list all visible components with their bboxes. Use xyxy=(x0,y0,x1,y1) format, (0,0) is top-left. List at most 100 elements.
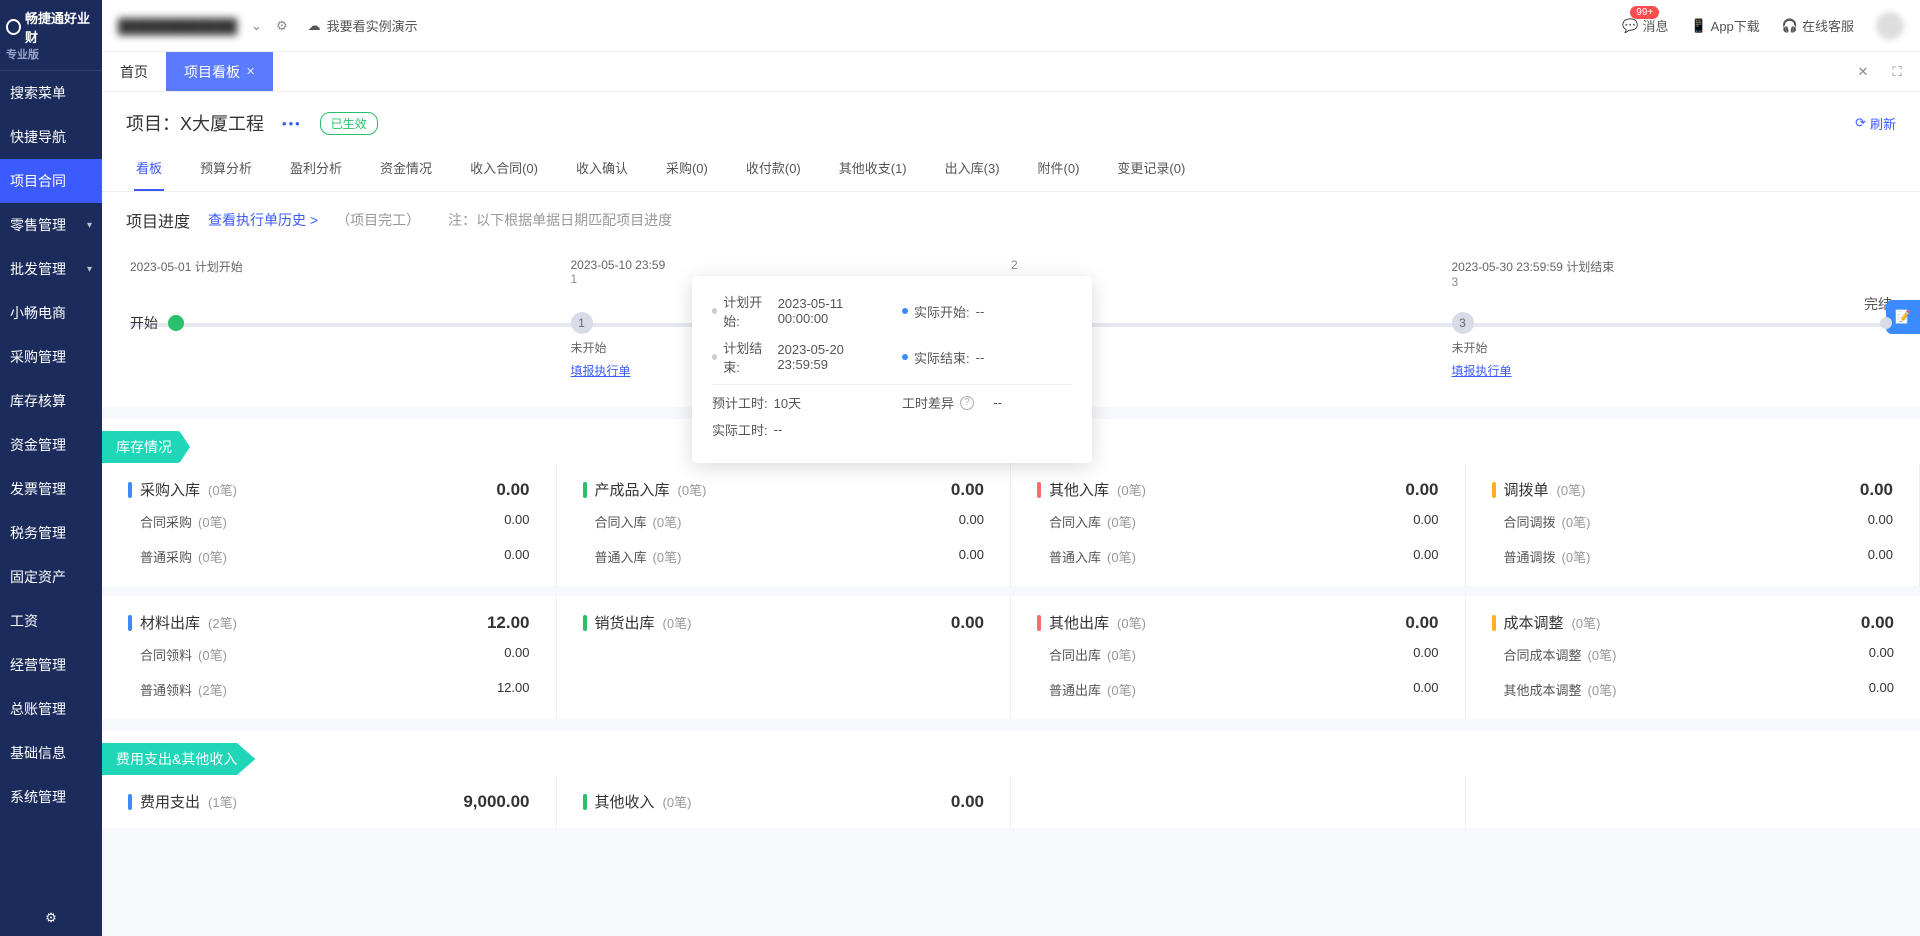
subtab-7[interactable]: 收付款(0) xyxy=(744,146,803,191)
inventory-header[interactable]: 材料出库 (2笔) 12.00 xyxy=(128,608,530,637)
chevron-down-icon: ▾ xyxy=(87,264,92,275)
inventory-sub-row[interactable]: 普通出库 (0笔) 0.00 xyxy=(1037,672,1439,707)
inventory-sub-row[interactable]: 普通入库 (0笔) 0.00 xyxy=(1037,539,1439,574)
color-bar-icon xyxy=(128,615,132,631)
sidebar-item-12[interactable]: 工资 xyxy=(0,599,102,643)
inventory-sub-row[interactable]: 合同采购 (0笔) 0.00 xyxy=(128,504,530,539)
org-dropdown-icon[interactable]: ⌄ xyxy=(251,18,262,34)
sidebar-item-2[interactable]: 项目合同 xyxy=(0,159,102,203)
color-bar-icon xyxy=(583,794,587,810)
subtab-9[interactable]: 出入库(3) xyxy=(943,146,1002,191)
page-tab-0[interactable]: 首页 xyxy=(102,52,166,91)
history-link[interactable]: 查看执行单历史 > xyxy=(208,210,318,230)
inventory-sub-row[interactable]: 普通调拨 (0笔) 0.00 xyxy=(1492,539,1894,574)
subtab-11[interactable]: 变更记录(0) xyxy=(1115,146,1187,191)
sidebar-item-13[interactable]: 经营管理 xyxy=(0,643,102,687)
help-icon[interactable]: ? xyxy=(960,396,974,410)
note-icon: 📝 xyxy=(1895,309,1911,325)
more-actions-icon[interactable]: ••• xyxy=(282,116,302,131)
tab-close-all-icon[interactable]: ✕ xyxy=(1852,61,1874,83)
inventory-cell: 费用支出 (1笔) 9,000.00 xyxy=(102,775,557,828)
color-bar-icon xyxy=(1492,482,1496,498)
message-badge: 99+ xyxy=(1630,6,1659,19)
milestone-tooltip: 计划开始: 2023-05-11 00:00:00 实际开始: -- 计划结束:… xyxy=(692,276,1092,463)
subtab-6[interactable]: 采购(0) xyxy=(664,146,710,191)
subtab-3[interactable]: 资金情况 xyxy=(378,146,434,191)
inventory-sub-row[interactable]: 合同成本调整 (0笔) 0.00 xyxy=(1492,637,1895,672)
inventory-header[interactable]: 其他入库 (0笔) 0.00 xyxy=(1037,475,1439,504)
inventory-sub-row[interactable]: 普通领料 (2笔) 12.00 xyxy=(128,672,530,707)
inventory-sub-row[interactable]: 普通入库 (0笔) 0.00 xyxy=(583,539,985,574)
messages-button[interactable]: 99+ 💬 消息 xyxy=(1622,16,1668,35)
inventory-header[interactable]: 成本调整 (0笔) 0.00 xyxy=(1492,608,1895,637)
inventory-header[interactable]: 费用支出 (1笔) 9,000.00 xyxy=(128,787,530,816)
inventory-header[interactable]: 调拨单 (0笔) 0.00 xyxy=(1492,475,1894,504)
headset-icon: 🎧 xyxy=(1782,18,1798,34)
support-button[interactable]: 🎧 在线客服 xyxy=(1782,16,1854,35)
sidebar-item-7[interactable]: 库存核算 xyxy=(0,379,102,423)
inventory-header[interactable]: 其他收入 (0笔) 0.00 xyxy=(583,787,985,816)
sidebar-item-1[interactable]: 快捷导航 xyxy=(0,115,102,159)
subtab-10[interactable]: 附件(0) xyxy=(1036,146,1082,191)
sidebar-item-9[interactable]: 发票管理 xyxy=(0,467,102,511)
sidebar-item-16[interactable]: 系统管理 xyxy=(0,775,102,819)
inventory-sub-row[interactable]: 合同入库 (0笔) 0.00 xyxy=(583,504,985,539)
inventory-header[interactable]: 采购入库 (0笔) 0.00 xyxy=(128,475,530,504)
milestone-status: 未开始 xyxy=(1452,339,1893,356)
subtab-4[interactable]: 收入合同(0) xyxy=(468,146,540,191)
sidebar: 畅捷通好业财 专业版 搜索菜单快捷导航项目合同零售管理▾批发管理▾小畅电商采购管… xyxy=(0,0,102,936)
gear-icon: ⚙ xyxy=(45,910,57,925)
inventory-header[interactable]: 产成品入库 (0笔) 0.00 xyxy=(583,475,985,504)
subtab-2[interactable]: 盈利分析 xyxy=(288,146,344,191)
sidebar-item-10[interactable]: 税务管理 xyxy=(0,511,102,555)
sidebar-item-11[interactable]: 固定资产 xyxy=(0,555,102,599)
inventory-cell: 调拨单 (0笔) 0.00 合同调拨 (0笔) 0.00 普通调拨 (0笔) 0… xyxy=(1466,463,1920,586)
org-name[interactable]: ████████████ xyxy=(118,18,237,34)
inventory-header[interactable]: 销货出库 (0笔) 0.00 xyxy=(583,608,985,637)
status-badge: 已生效 xyxy=(320,112,378,135)
subtab-8[interactable]: 其他收支(1) xyxy=(837,146,909,191)
inventory-sub-row[interactable]: 合同入库 (0笔) 0.00 xyxy=(1037,504,1439,539)
app-download-button[interactable]: 📱 App下载 xyxy=(1690,16,1759,35)
brand-edition: 专业版 xyxy=(6,46,96,62)
sidebar-item-5[interactable]: 小畅电商 xyxy=(0,291,102,335)
user-avatar[interactable] xyxy=(1876,12,1904,40)
subtab-5[interactable]: 收入确认 xyxy=(574,146,630,191)
inventory-sub-row[interactable]: 合同领料 (0笔) 0.00 xyxy=(128,637,530,672)
inventory-sub-row[interactable]: 合同出库 (0笔) 0.00 xyxy=(1037,637,1439,672)
inventory-sub-row[interactable]: 普通采购 (0笔) 0.00 xyxy=(128,539,530,574)
refresh-icon: ⟳ xyxy=(1855,115,1866,131)
demo-link[interactable]: ☁ 我要看实例演示 xyxy=(308,16,418,35)
refresh-button[interactable]: ⟳ 刷新 xyxy=(1855,114,1896,133)
sidebar-item-6[interactable]: 采购管理 xyxy=(0,335,102,379)
inventory-cell: 材料出库 (2笔) 12.00 合同领料 (0笔) 0.00 普通领料 (2笔)… xyxy=(102,596,557,719)
color-bar-icon xyxy=(583,482,587,498)
section-tag: 费用支出&其他收入 xyxy=(102,743,255,775)
inventory-grid: 采购入库 (0笔) 0.00 合同采购 (0笔) 0.00 普通采购 (0笔) … xyxy=(102,463,1920,719)
inventory-sub-row[interactable]: 其他成本调整 (0笔) 0.00 xyxy=(1492,672,1895,707)
brand-icon xyxy=(6,19,21,35)
sidebar-settings[interactable]: ⚙ xyxy=(0,900,102,936)
fill-execution-link[interactable]: 填报执行单 xyxy=(1452,362,1893,379)
subtab-1[interactable]: 预算分析 xyxy=(198,146,254,191)
inventory-sub-row[interactable]: 合同调拨 (0笔) 0.00 xyxy=(1492,504,1894,539)
fullscreen-icon[interactable]: ⛶ xyxy=(1886,61,1908,83)
org-settings-icon[interactable]: ⚙ xyxy=(276,18,288,34)
sidebar-item-8[interactable]: 资金管理 xyxy=(0,423,102,467)
close-icon[interactable]: ✕ xyxy=(246,65,255,78)
timeline-node-1[interactable]: 1 xyxy=(571,312,593,334)
sidebar-item-14[interactable]: 总账管理 xyxy=(0,687,102,731)
sidebar-item-15[interactable]: 基础信息 xyxy=(0,731,102,775)
progress-note: 注：以下根据单据日期匹配项目进度 xyxy=(448,210,672,230)
timeline-node-3[interactable]: 3 xyxy=(1452,312,1474,334)
brand-logo: 畅捷通好业财 专业版 xyxy=(0,0,102,71)
progress-title: 项目进度 xyxy=(126,208,190,232)
sidebar-item-3[interactable]: 零售管理▾ xyxy=(0,203,102,247)
inventory-cell: 采购入库 (0笔) 0.00 合同采购 (0笔) 0.00 普通采购 (0笔) … xyxy=(102,463,557,586)
page-tab-1[interactable]: 项目看板✕ xyxy=(166,52,273,91)
sidebar-item-4[interactable]: 批发管理▾ xyxy=(0,247,102,291)
sidebar-item-0[interactable]: 搜索菜单 xyxy=(0,71,102,115)
inventory-header[interactable]: 其他出库 (0笔) 0.00 xyxy=(1037,608,1439,637)
page-tabs: 首页项目看板✕ ✕ ⛶ xyxy=(102,52,1920,92)
subtab-0[interactable]: 看板 xyxy=(134,146,164,191)
